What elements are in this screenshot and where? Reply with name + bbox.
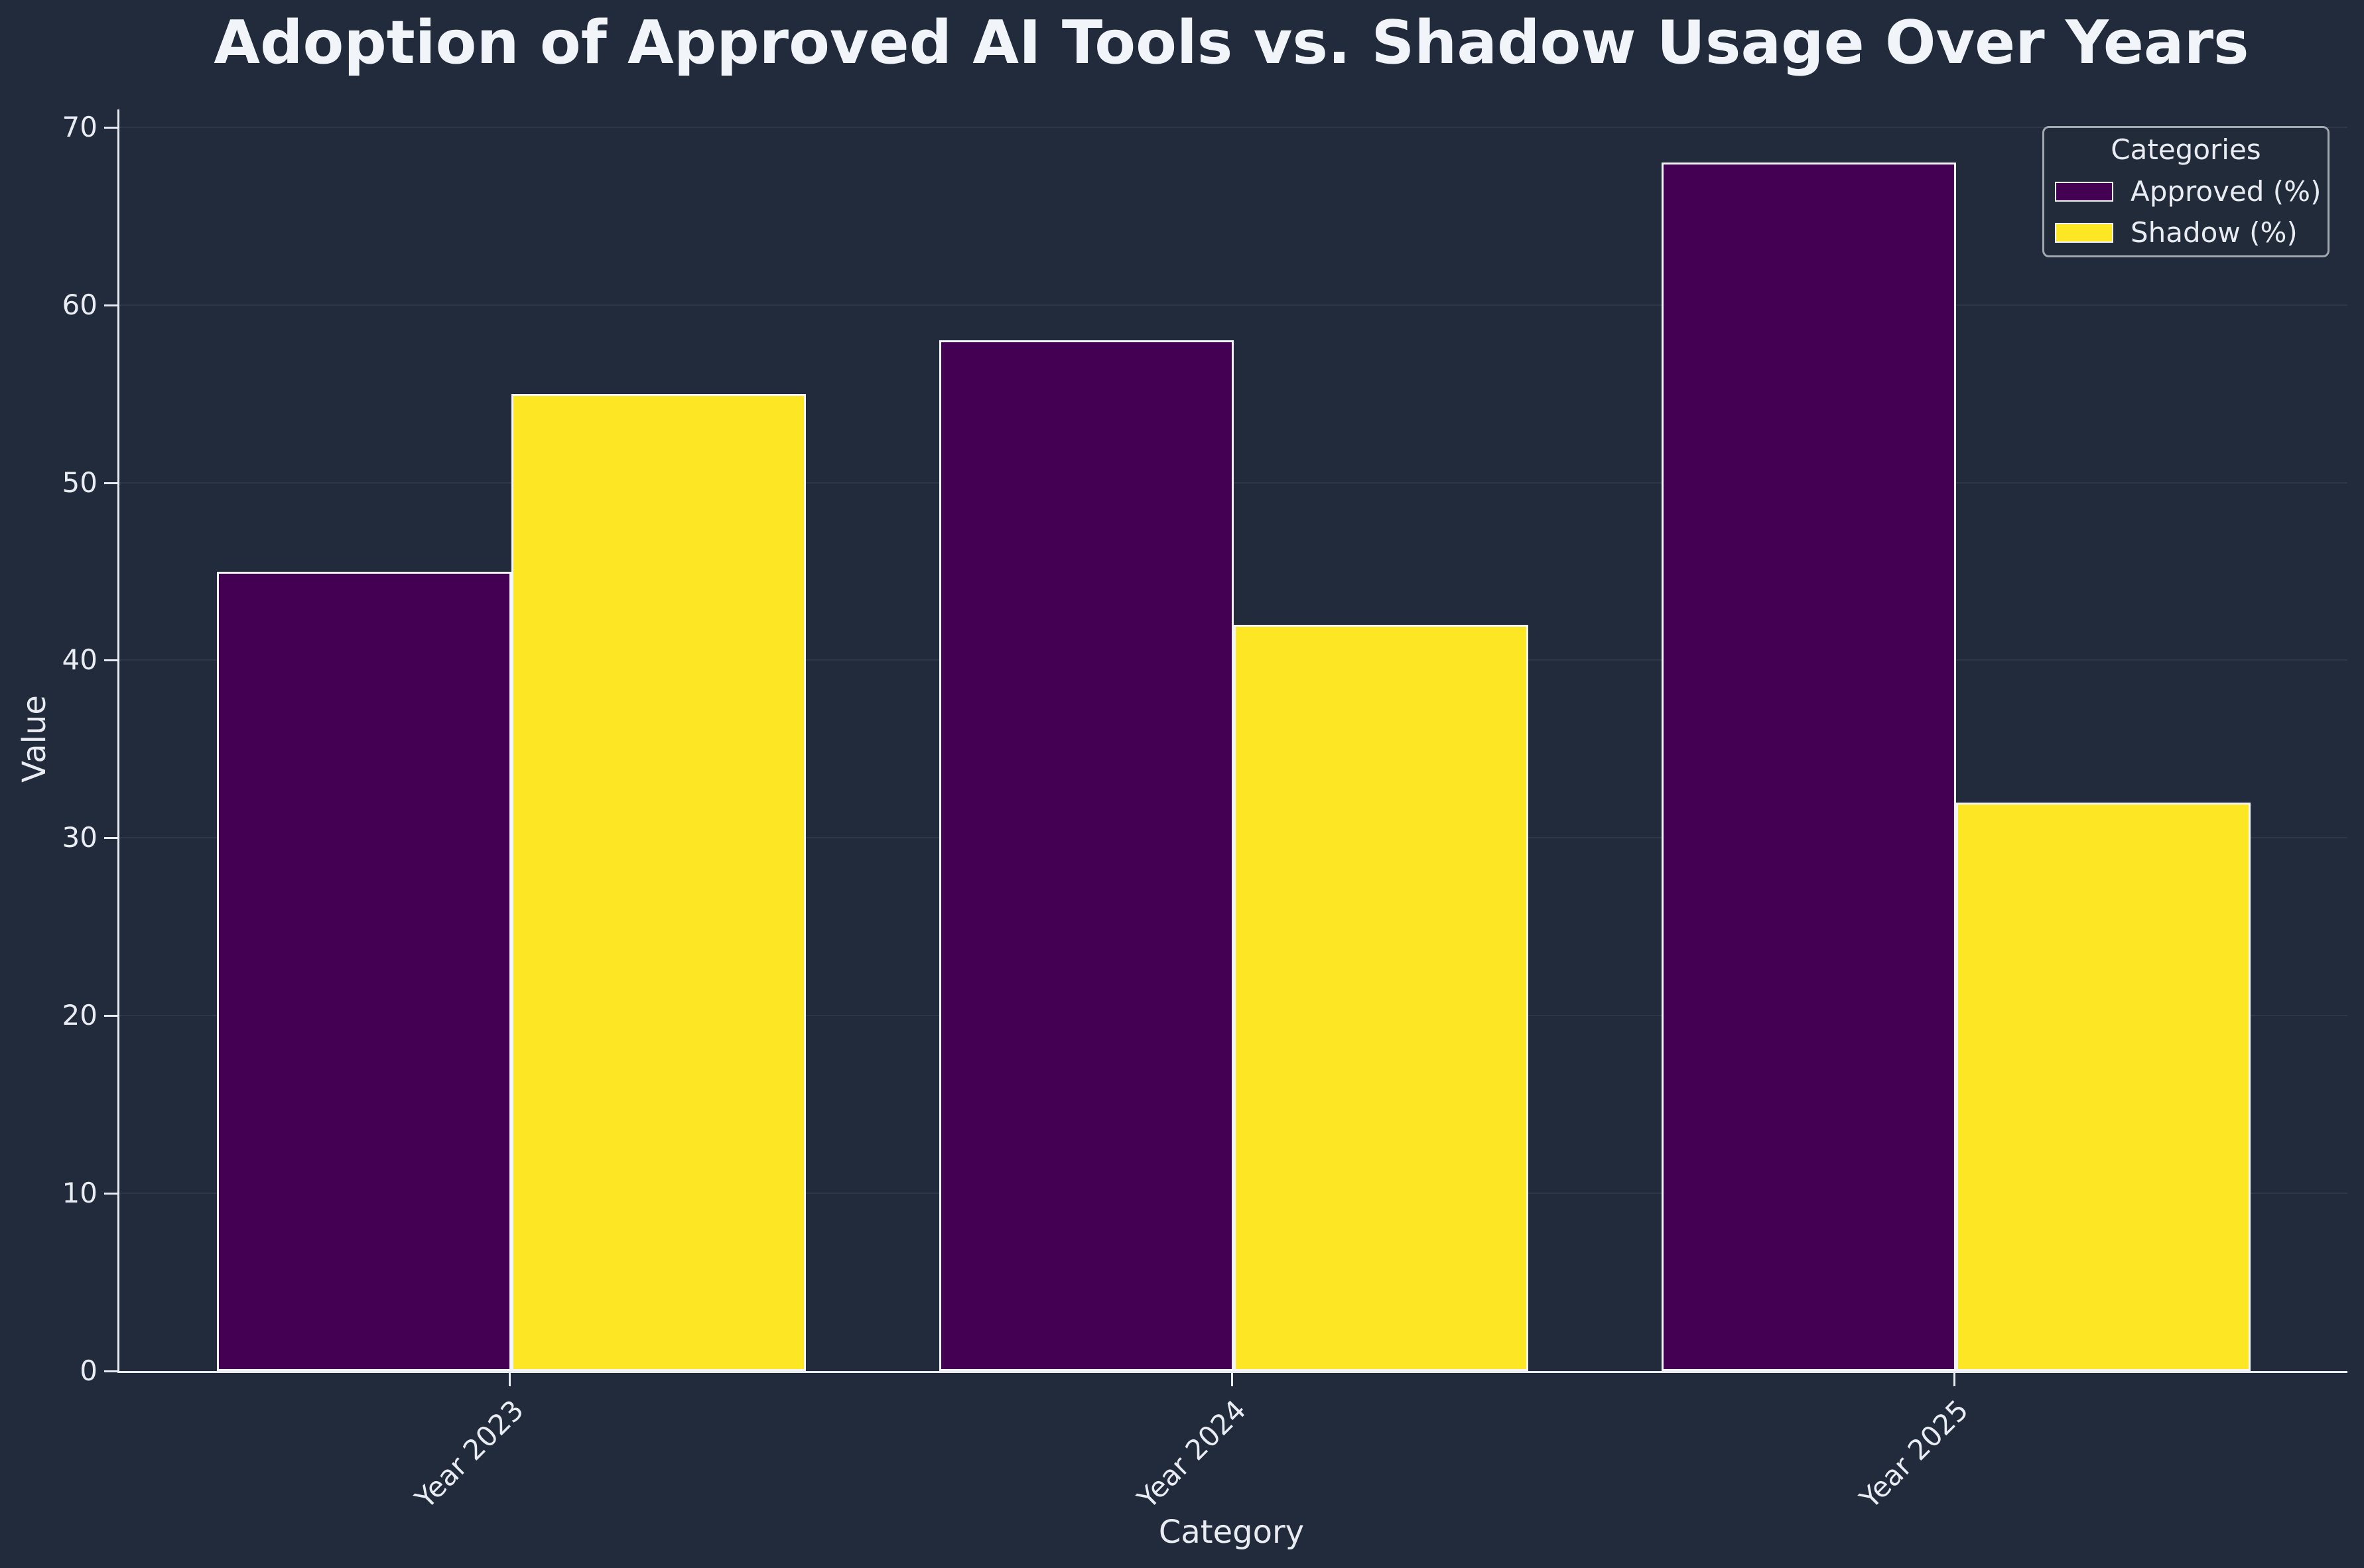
legend-items: Approved (%) Shadow (%) [2044, 175, 2328, 249]
x-tick-label-text: Year 2023 [409, 1394, 530, 1515]
legend: Categories Approved (%) Shadow (%) [2042, 126, 2330, 257]
y-tick-mark [104, 482, 117, 484]
x-tick-mark [1953, 1373, 1955, 1386]
y-tick-mark [104, 126, 117, 129]
y-tick-label: 10 [62, 1177, 98, 1210]
plot-area [117, 109, 2347, 1373]
legend-row: Approved (%) [2044, 175, 2328, 208]
x-tick-label: Year 2025 [1660, 1394, 1975, 1515]
bar-approved-1 [217, 571, 511, 1371]
legend-row: Shadow (%) [2044, 216, 2328, 249]
legend-swatch [2055, 181, 2113, 202]
y-tick-label: 20 [62, 999, 98, 1032]
gridline [119, 126, 2347, 128]
y-tick-label: 30 [62, 821, 98, 854]
y-tick-mark [104, 1193, 117, 1195]
x-tick-label-text: Year 2024 [1131, 1394, 1252, 1515]
legend-entry-label: Shadow (%) [2131, 216, 2298, 249]
x-tick-label: Year 2023 [215, 1394, 530, 1515]
y-tick-label: 70 [62, 110, 98, 143]
y-tick-mark [104, 1370, 117, 1372]
bar-shadow-1 [511, 393, 806, 1371]
legend-title: Categories [2111, 133, 2261, 166]
x-tick-label-text: Year 2025 [1853, 1394, 1975, 1515]
y-tick-label: 60 [62, 288, 98, 321]
y-tick-label: 50 [62, 466, 98, 499]
x-tick-mark [509, 1373, 511, 1386]
y-tick-mark [104, 304, 117, 306]
y-tick-label: 0 [80, 1354, 98, 1387]
x-tick-mark [1231, 1373, 1233, 1386]
bar-approved-2 [939, 340, 1234, 1371]
y-tick-mark [104, 1015, 117, 1017]
bar-approved-3 [1662, 163, 1956, 1371]
legend-entry-label: Approved (%) [2131, 175, 2322, 208]
bar-shadow-3 [1956, 802, 2251, 1371]
bar-shadow-2 [1234, 624, 1528, 1371]
legend-swatch [2055, 222, 2113, 243]
y-axis-label: Value [16, 695, 53, 783]
gridline [119, 304, 2347, 306]
x-axis-label: Category [1158, 1514, 1305, 1551]
chart-title: Adoption of Approved AI Tools vs. Shadow… [214, 8, 2249, 78]
x-tick-label: Year 2024 [937, 1394, 1252, 1515]
y-tick-mark [104, 837, 117, 840]
y-tick-mark [104, 659, 117, 662]
y-tick-label: 40 [62, 643, 98, 677]
